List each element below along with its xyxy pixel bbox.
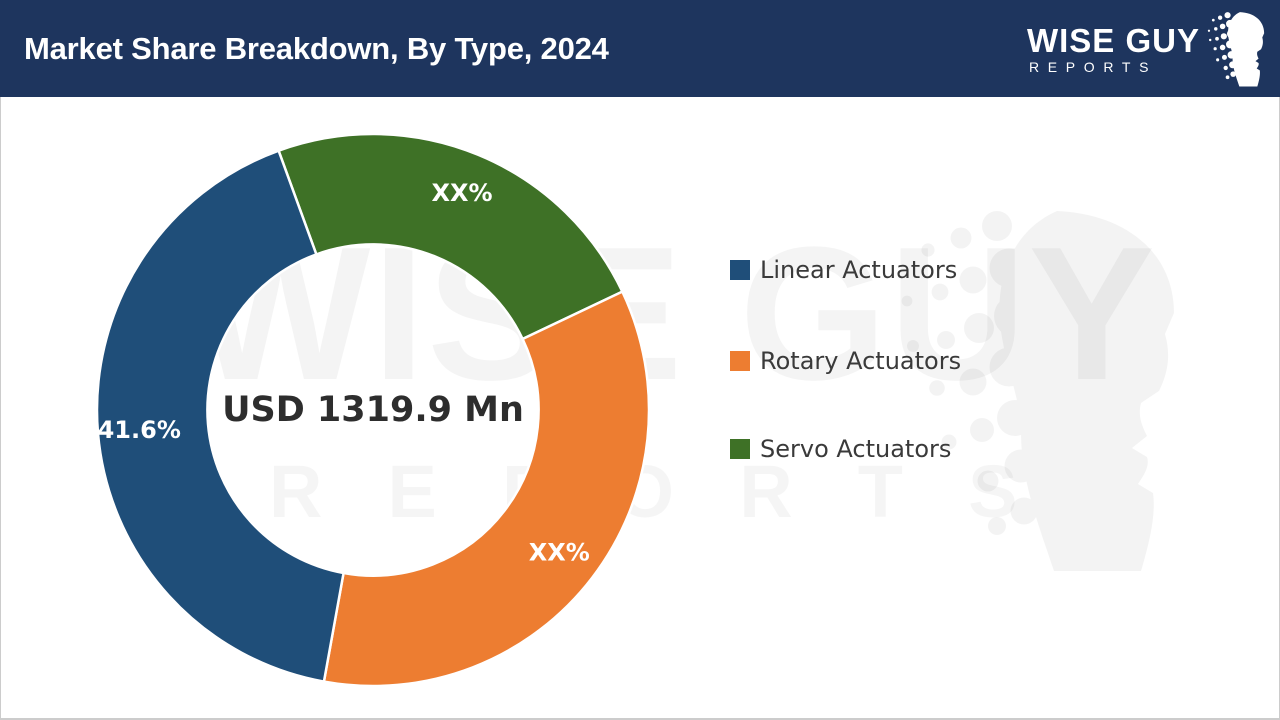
donut-slice-linear-actuators [95, 149, 346, 684]
header-bar: Market Share Breakdown, By Type, 2024 WI… [0, 0, 1280, 97]
legend-item-linear-actuators: Linear Actuators [730, 256, 957, 284]
legend-item-servo-actuators: Servo Actuators [730, 435, 951, 463]
chart-area: WISE GUY REPORTS XX%XX%41.6%USD 1319.9 M… [0, 97, 1280, 720]
brand-subname: REPORTS [1028, 58, 1158, 75]
brand-name: WISE GUY [1026, 21, 1200, 59]
slice-percentage-label: XX% [529, 539, 590, 567]
slice-percentage-label: XX% [431, 179, 492, 207]
legend-label: Linear Actuators [760, 256, 958, 284]
legend-label: Rotary Actuators [760, 347, 962, 375]
donut-chart: XX% XX% 41.6% USD 1319.9 Mn [95, 132, 651, 688]
page-title: Market Share Breakdown, By Type, 2024 [24, 30, 609, 66]
legend-item-rotary-actuators: Rotary Actuators [730, 347, 961, 375]
legend-swatch-green [730, 439, 750, 459]
legend-swatch-orange [730, 351, 750, 371]
donut-center-value: USD 1319.9 Mn [222, 390, 524, 430]
brand-logo: WISE GUY REPORTS [1027, 8, 1266, 89]
legend-label: Servo Actuators [760, 435, 952, 463]
donut-slice-rotary-actuators [322, 289, 651, 688]
slice-percentage-label: 41.6% [98, 416, 181, 444]
brand-logo-text: WISE GUY REPORTS [1027, 24, 1200, 74]
brand-face-icon [1204, 10, 1266, 88]
legend-swatch-blue [730, 260, 750, 280]
donut-slice-servo-actuators [276, 132, 624, 341]
